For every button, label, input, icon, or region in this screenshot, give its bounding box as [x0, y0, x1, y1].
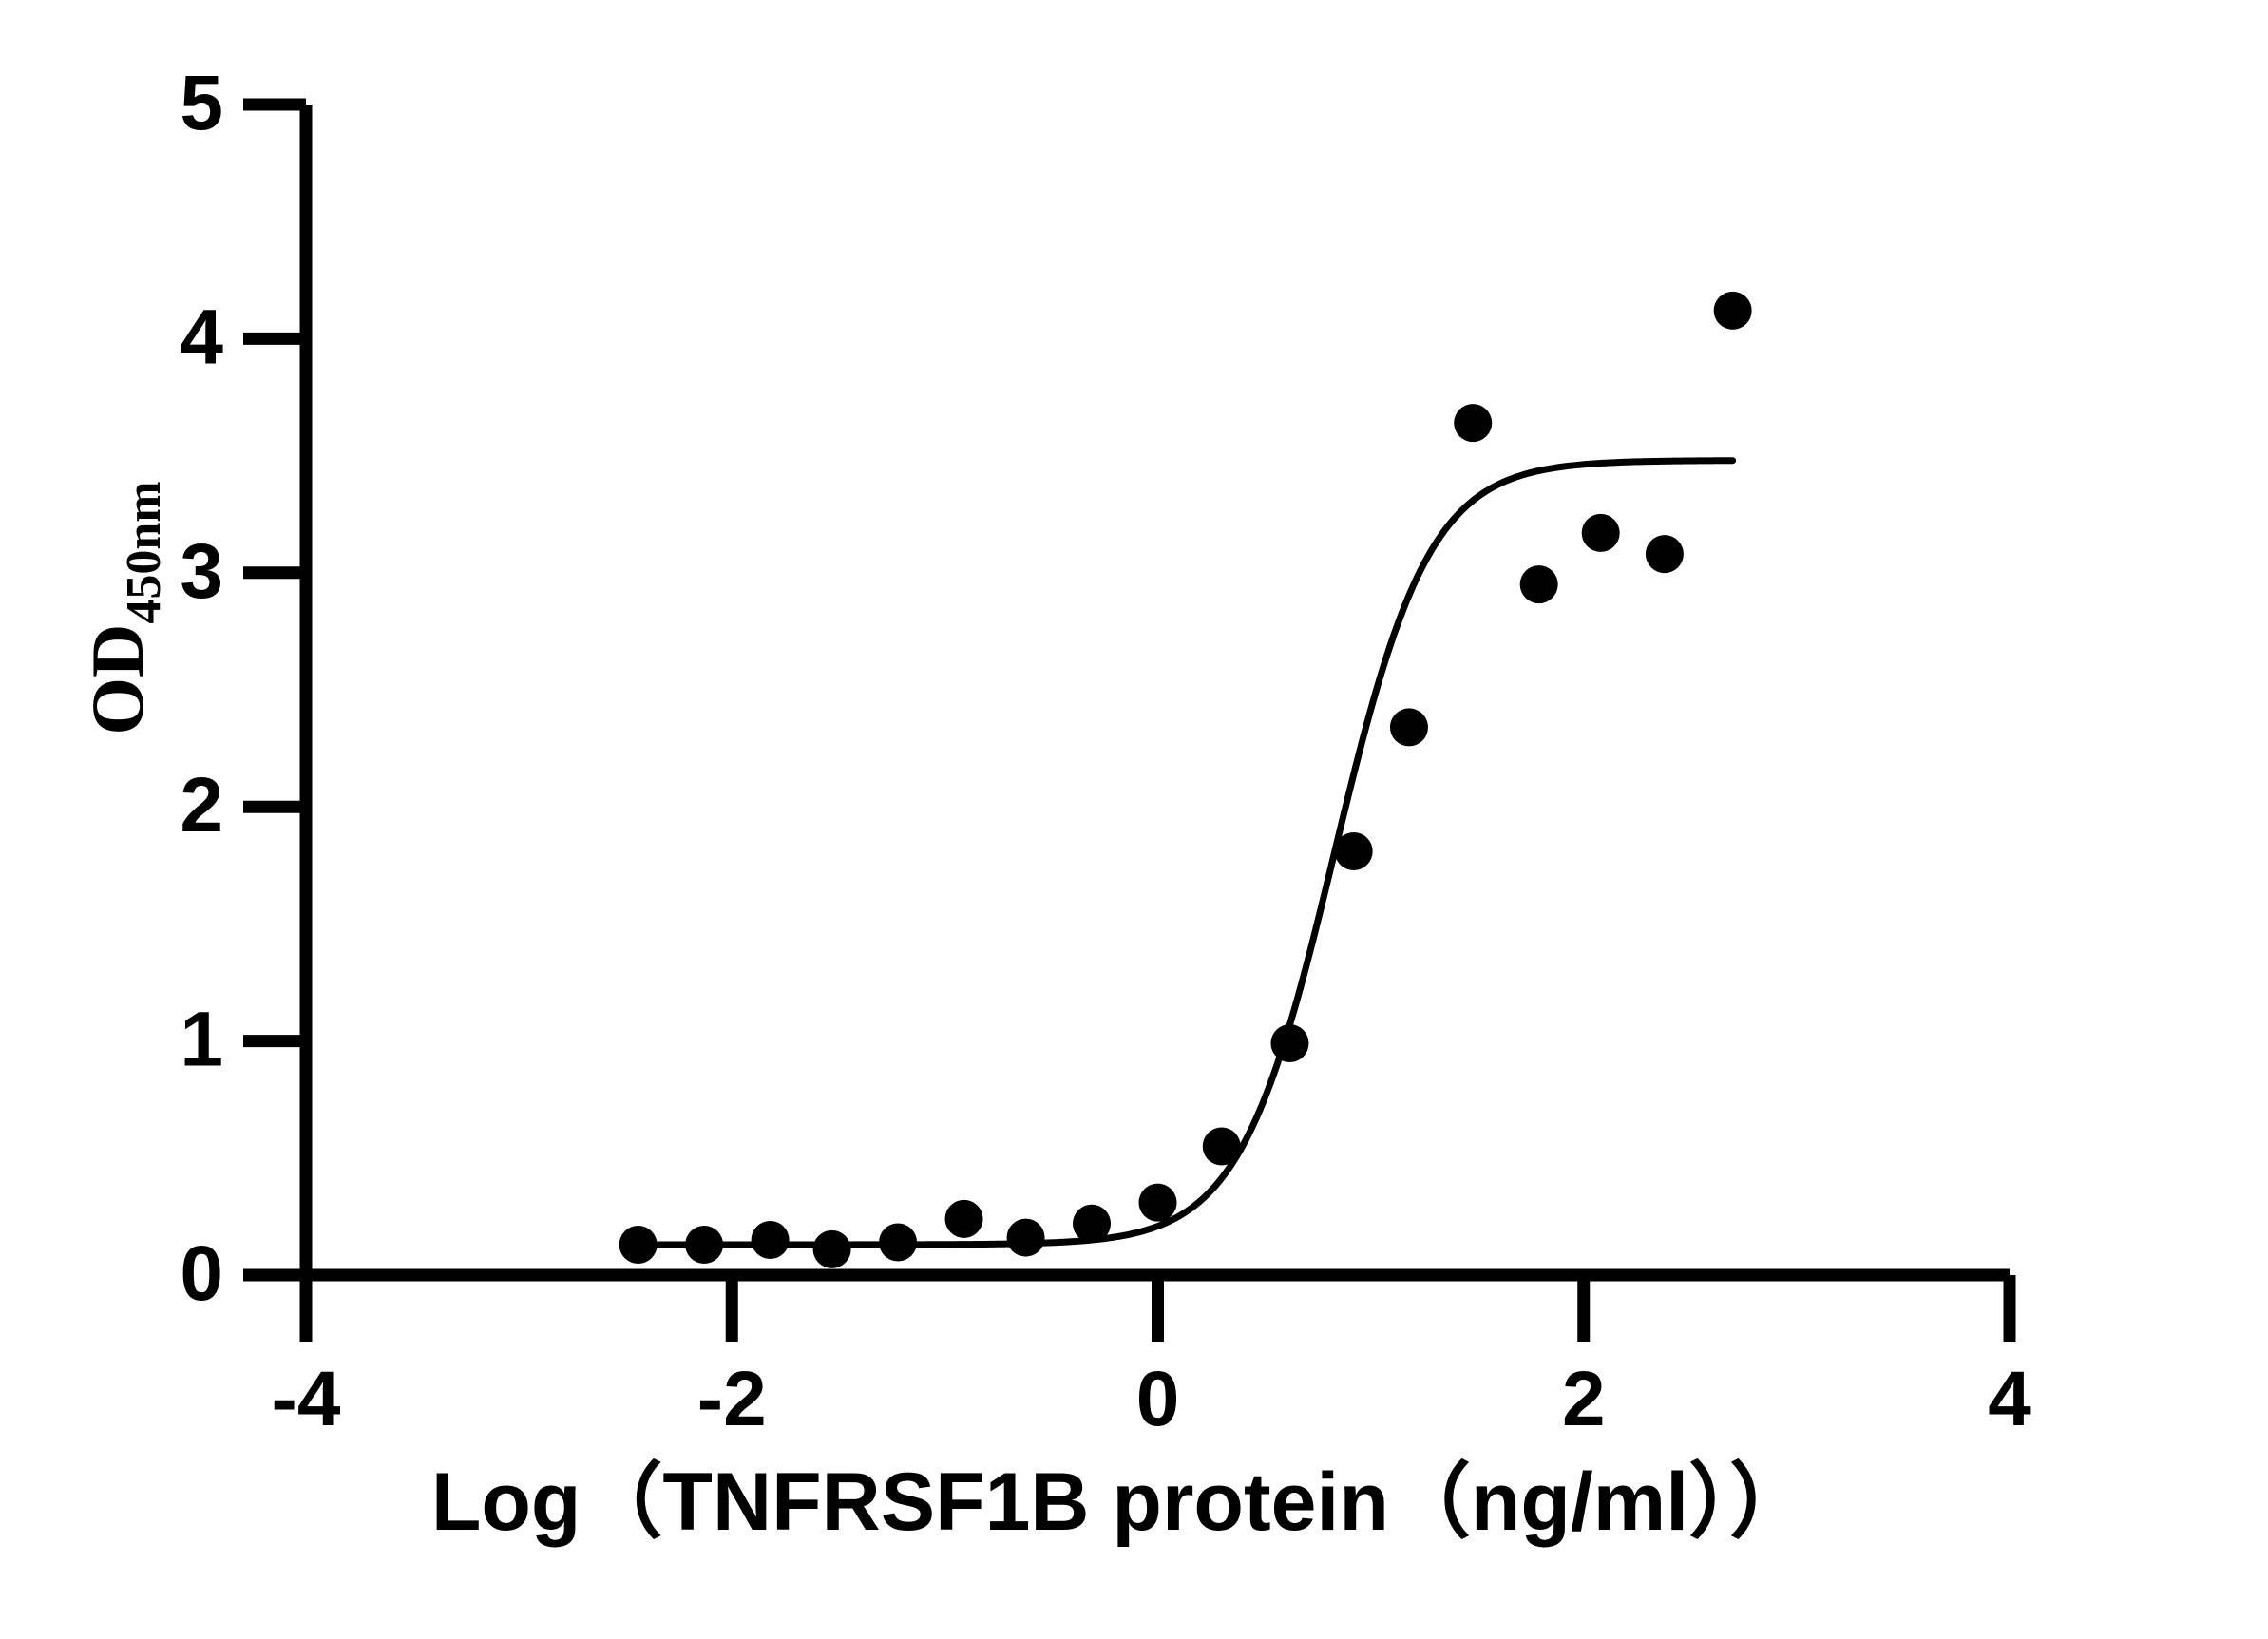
data-point-group — [619, 291, 1752, 1268]
y-tick-label: 2 — [180, 762, 223, 848]
data-point — [944, 1199, 983, 1238]
y-tick-label: 1 — [180, 997, 223, 1083]
y-tick-label: 5 — [180, 60, 223, 146]
x-tick-label: 0 — [1136, 1356, 1180, 1442]
x-axis-tick-labels: -4 -2 0 2 4 — [272, 1356, 2032, 1442]
x-tick-label: 4 — [1988, 1356, 2031, 1442]
y-axis-title-subscript: 450nm — [117, 481, 171, 623]
data-point — [1519, 565, 1558, 604]
data-point — [1645, 535, 1684, 574]
x-tick-label: -4 — [272, 1356, 341, 1442]
x-axis-title-text: Log（TNFRSF1B protein（ng/ml）） — [431, 1457, 1811, 1548]
data-point — [619, 1225, 658, 1264]
data-point — [1389, 708, 1428, 747]
data-point — [1138, 1183, 1177, 1222]
data-point — [1006, 1218, 1045, 1257]
data-point — [879, 1223, 918, 1262]
data-point — [1073, 1204, 1112, 1243]
y-tick-label: 3 — [180, 528, 223, 615]
y-axis-title: OD450nm — [76, 481, 171, 734]
data-point — [751, 1221, 790, 1260]
y-tick-label: 0 — [180, 1230, 223, 1317]
data-point — [1202, 1127, 1241, 1166]
data-point — [1581, 513, 1620, 552]
x-axis-ticks — [299, 1275, 2016, 1342]
y-axis-ticks — [243, 98, 306, 1282]
data-point — [812, 1229, 851, 1268]
x-tick-label: -2 — [697, 1356, 767, 1442]
data-point — [1334, 832, 1373, 871]
data-point — [1270, 1024, 1309, 1063]
x-tick-label: 2 — [1562, 1356, 1606, 1442]
y-axis-title-base: OD — [76, 624, 159, 735]
data-point — [1454, 404, 1493, 443]
data-point — [685, 1225, 724, 1264]
data-point — [1713, 291, 1752, 330]
y-tick-label: 4 — [180, 294, 223, 380]
y-axis-tick-labels: 0 1 2 3 4 5 — [180, 60, 223, 1317]
y-axis-title-text: OD450nm — [76, 481, 171, 734]
